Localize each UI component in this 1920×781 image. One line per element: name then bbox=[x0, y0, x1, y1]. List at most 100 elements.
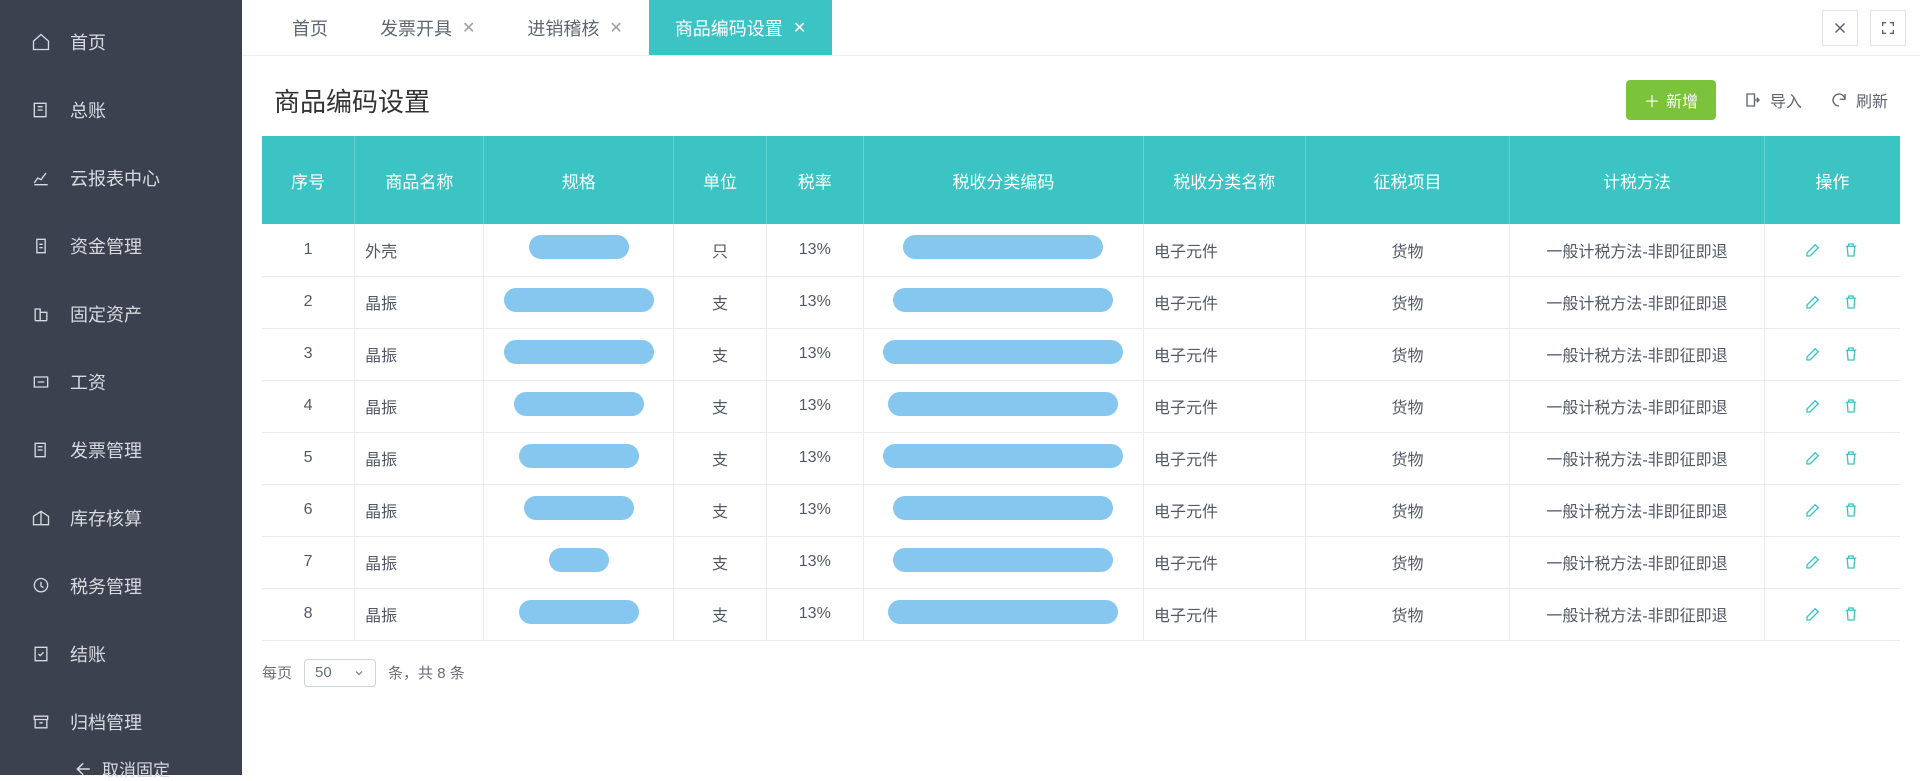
col-header: 序号 bbox=[262, 136, 355, 224]
cell-name: 晶振 bbox=[355, 380, 484, 432]
tab-0[interactable]: 首页 bbox=[266, 0, 354, 55]
cell-seq: 7 bbox=[262, 536, 355, 588]
edit-icon[interactable] bbox=[1804, 501, 1822, 519]
cell-code bbox=[863, 536, 1143, 588]
edit-icon[interactable] bbox=[1804, 241, 1822, 259]
sidebar-item-1[interactable]: 总账 bbox=[0, 76, 242, 144]
sidebar-item-10[interactable]: 归档管理 bbox=[0, 688, 242, 756]
edit-icon[interactable] bbox=[1804, 605, 1822, 623]
delete-icon[interactable] bbox=[1842, 605, 1860, 623]
cell-rate: 13% bbox=[766, 328, 863, 380]
page-size-select[interactable]: 50 bbox=[304, 659, 376, 687]
delete-icon[interactable] bbox=[1842, 293, 1860, 311]
edit-icon[interactable] bbox=[1804, 553, 1822, 571]
cell-cls: 电子元件 bbox=[1143, 276, 1305, 328]
edit-icon[interactable] bbox=[1804, 345, 1822, 363]
cell-seq: 2 bbox=[262, 276, 355, 328]
cell-rate: 13% bbox=[766, 536, 863, 588]
cell-ops bbox=[1764, 276, 1900, 328]
tab-close-icon[interactable]: ✕ bbox=[609, 18, 622, 38]
cell-unit: 只 bbox=[674, 224, 767, 276]
main: 首页发票开具✕进销稽核✕商品编码设置✕ 商品编码设置 ＋ 新增 导入 bbox=[242, 0, 1920, 775]
table-row: 7晶振支13%电子元件货物一般计税方法-非即征即退 bbox=[262, 536, 1900, 588]
cell-unit: 支 bbox=[674, 432, 767, 484]
redacted-code bbox=[883, 340, 1123, 364]
add-button[interactable]: ＋ 新增 bbox=[1626, 80, 1716, 120]
delete-icon[interactable] bbox=[1842, 241, 1860, 259]
close-all-button[interactable] bbox=[1822, 10, 1858, 46]
tab-close-icon[interactable]: ✕ bbox=[462, 18, 475, 38]
cell-tax: 货物 bbox=[1305, 588, 1510, 640]
unpin-icon bbox=[72, 758, 94, 780]
col-header: 税率 bbox=[766, 136, 863, 224]
sidebar-item-label: 发票管理 bbox=[70, 437, 142, 463]
sidebar-item-3[interactable]: 资金管理 bbox=[0, 212, 242, 280]
import-icon bbox=[1744, 91, 1762, 109]
delete-icon[interactable] bbox=[1842, 397, 1860, 415]
pager: 每页 50 条，共 8 条 bbox=[242, 641, 1920, 687]
table-row: 4晶振支13%电子元件货物一般计税方法-非即征即退 bbox=[262, 380, 1900, 432]
cell-spec bbox=[484, 588, 674, 640]
sidebar-item-5[interactable]: 工资 bbox=[0, 348, 242, 416]
edit-icon[interactable] bbox=[1804, 397, 1822, 415]
cell-rate: 13% bbox=[766, 588, 863, 640]
sidebar-item-label: 税务管理 bbox=[70, 573, 142, 599]
cell-ops bbox=[1764, 328, 1900, 380]
sidebar-item-7[interactable]: 库存核算 bbox=[0, 484, 242, 552]
redacted-code bbox=[903, 235, 1103, 259]
redacted-code bbox=[893, 548, 1113, 572]
cell-ops bbox=[1764, 224, 1900, 276]
close-period-icon bbox=[30, 643, 52, 665]
cell-method: 一般计税方法-非即征即退 bbox=[1510, 588, 1764, 640]
delete-icon[interactable] bbox=[1842, 553, 1860, 571]
stock-icon bbox=[30, 507, 52, 529]
cell-tax: 货物 bbox=[1305, 328, 1510, 380]
cell-ops bbox=[1764, 484, 1900, 536]
tab-close-icon[interactable]: ✕ bbox=[793, 18, 806, 38]
cell-tax: 货物 bbox=[1305, 536, 1510, 588]
cell-method: 一般计税方法-非即征即退 bbox=[1510, 484, 1764, 536]
cell-name: 晶振 bbox=[355, 484, 484, 536]
edit-icon[interactable] bbox=[1804, 293, 1822, 311]
cell-spec bbox=[484, 432, 674, 484]
delete-icon[interactable] bbox=[1842, 345, 1860, 363]
tab-label: 进销稽核 bbox=[527, 15, 599, 41]
import-button[interactable]: 导入 bbox=[1744, 88, 1802, 112]
sidebar-item-4[interactable]: 固定资产 bbox=[0, 280, 242, 348]
home-icon bbox=[30, 31, 52, 53]
cell-method: 一般计税方法-非即征即退 bbox=[1510, 328, 1764, 380]
tab-2[interactable]: 进销稽核 ✕ bbox=[501, 0, 648, 55]
redacted-spec bbox=[514, 392, 644, 416]
cell-cls: 电子元件 bbox=[1143, 536, 1305, 588]
tab-label: 首页 bbox=[292, 15, 328, 41]
sidebar-item-9[interactable]: 结账 bbox=[0, 620, 242, 688]
cell-seq: 6 bbox=[262, 484, 355, 536]
sidebar-item-label: 首页 bbox=[70, 29, 106, 55]
delete-icon[interactable] bbox=[1842, 501, 1860, 519]
page-title: 商品编码设置 bbox=[274, 82, 430, 119]
sidebar-item-0[interactable]: 首页 bbox=[0, 8, 242, 76]
cell-seq: 1 bbox=[262, 224, 355, 276]
tab-1[interactable]: 发票开具✕ bbox=[354, 0, 501, 55]
sidebar-unpin[interactable]: 取消固定 bbox=[0, 756, 242, 781]
cell-rate: 13% bbox=[766, 432, 863, 484]
cell-cls: 电子元件 bbox=[1143, 432, 1305, 484]
col-header: 征税项目 bbox=[1305, 136, 1510, 224]
tab-3[interactable]: 商品编码设置✕ bbox=[649, 0, 832, 55]
sidebar-item-label: 总账 bbox=[70, 97, 106, 123]
delete-icon[interactable] bbox=[1842, 449, 1860, 467]
col-header: 规格 bbox=[484, 136, 674, 224]
cell-name: 晶振 bbox=[355, 536, 484, 588]
redacted-code bbox=[888, 392, 1118, 416]
fullscreen-button[interactable] bbox=[1870, 10, 1906, 46]
cell-spec bbox=[484, 276, 674, 328]
sidebar-item-6[interactable]: 发票管理 bbox=[0, 416, 242, 484]
sidebar-item-8[interactable]: 税务管理 bbox=[0, 552, 242, 620]
edit-icon[interactable] bbox=[1804, 449, 1822, 467]
cell-tax: 货物 bbox=[1305, 432, 1510, 484]
add-label: 新增 bbox=[1666, 88, 1698, 112]
sidebar-item-2[interactable]: 云报表中心 bbox=[0, 144, 242, 212]
sidebar-item-label: 归档管理 bbox=[70, 709, 142, 735]
refresh-button[interactable]: 刷新 bbox=[1830, 88, 1888, 112]
cell-method: 一般计税方法-非即征即退 bbox=[1510, 536, 1764, 588]
